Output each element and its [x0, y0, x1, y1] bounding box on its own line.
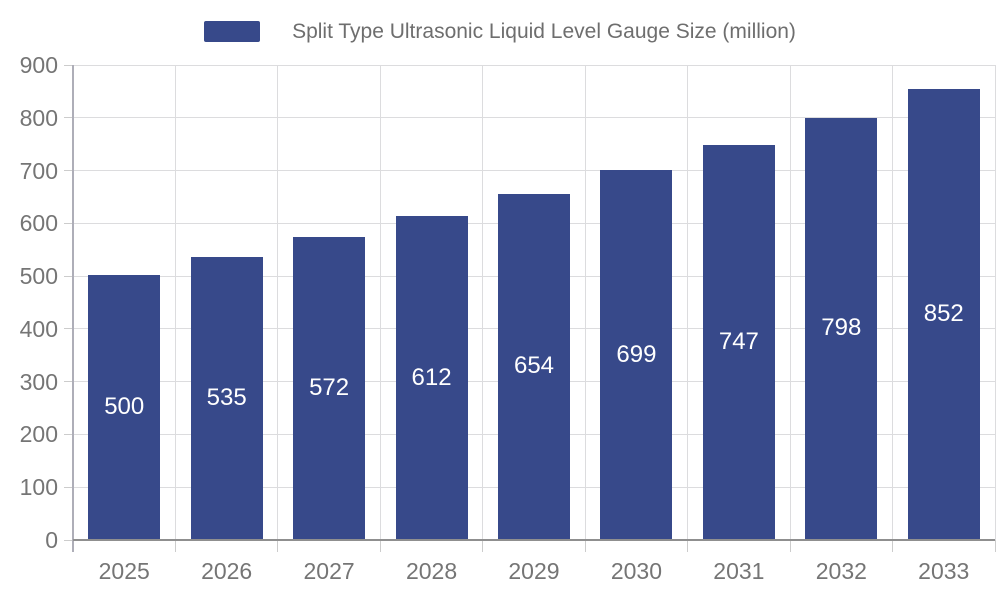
gridline-vertical	[994, 65, 996, 540]
legend-swatch	[204, 20, 261, 42]
x-axis-tick	[174, 540, 176, 552]
x-tick-label: 2031	[713, 558, 765, 584]
gridline-vertical	[892, 65, 894, 540]
gridline-vertical	[379, 65, 381, 540]
y-axis-tick	[64, 222, 73, 224]
y-tick-label: 0	[45, 527, 58, 553]
legend-item[interactable]: Split Type Ultrasonic Liquid Level Gauge…	[0, 14, 1000, 48]
x-axis-tick	[789, 540, 791, 552]
x-axis-tick	[482, 540, 484, 552]
bar-value-label: 500	[104, 393, 145, 421]
y-tick-label: 300	[19, 368, 58, 395]
bar-value-label: 798	[821, 314, 862, 342]
bar-value-label: 535	[206, 383, 247, 411]
gridline-horizontal	[73, 170, 995, 172]
y-tick-label: 500	[19, 263, 58, 290]
bar-value-label: 699	[616, 340, 657, 368]
x-tick-label: 2030	[610, 558, 663, 584]
bar[interactable]: 699	[600, 170, 673, 539]
y-axis-tick	[64, 275, 73, 277]
gridline-vertical	[687, 65, 689, 540]
gridline-horizontal	[73, 117, 995, 119]
y-tick-label: 100	[19, 474, 58, 501]
gridline-vertical	[789, 65, 791, 540]
x-tick-label: 2029	[508, 558, 560, 584]
x-axis-tick	[379, 540, 381, 552]
y-axis-tick	[64, 381, 73, 383]
y-tick-label: 900	[19, 52, 58, 78]
y-axis-tick	[64, 486, 73, 488]
y-axis-line	[72, 65, 74, 552]
bar-value-label: 654	[513, 352, 555, 380]
y-tick-label: 600	[19, 210, 58, 237]
x-axis-tick	[892, 540, 894, 552]
y-axis-tick	[64, 539, 73, 541]
x-tick-label: 2032	[815, 558, 867, 584]
gridline-vertical	[482, 65, 484, 540]
bar[interactable]: 612	[395, 216, 468, 539]
y-axis-tick	[64, 64, 73, 66]
y-tick-label: 400	[19, 315, 58, 342]
bar-value-label: 747	[718, 327, 759, 355]
legend-label: Split Type Ultrasonic Liquid Level Gauge…	[292, 19, 796, 43]
bar[interactable]: 798	[805, 117, 878, 539]
bar[interactable]: 572	[293, 237, 366, 539]
x-tick-label: 2028	[405, 558, 458, 584]
x-axis-tick	[687, 540, 689, 552]
x-tick-label: 2026	[201, 558, 253, 584]
gridline-horizontal	[73, 64, 995, 66]
y-tick-label: 700	[19, 157, 58, 184]
x-tick-label: 2027	[303, 558, 355, 584]
bar[interactable]: 654	[498, 193, 570, 539]
bar-value-label: 572	[309, 374, 350, 402]
y-axis-tick	[64, 170, 73, 172]
gridline-vertical	[174, 65, 176, 540]
bar[interactable]: 852	[907, 89, 980, 539]
bar-value-label: 852	[923, 300, 964, 328]
x-tick-label: 2025	[98, 558, 150, 584]
gridline-vertical	[584, 65, 586, 540]
x-axis-line	[73, 539, 995, 541]
gridline-vertical	[277, 65, 279, 540]
y-axis-tick	[64, 117, 73, 119]
y-tick-label: 200	[19, 421, 58, 448]
x-axis-tick	[277, 540, 279, 552]
bar[interactable]: 535	[190, 256, 263, 539]
y-axis-tick	[64, 433, 73, 435]
x-tick-label: 2033	[918, 558, 970, 584]
x-axis-tick	[994, 540, 996, 552]
x-axis-tick	[584, 540, 586, 552]
bar-value-label: 612	[411, 363, 452, 391]
bar[interactable]: 500	[88, 275, 161, 539]
y-tick-label: 800	[19, 104, 58, 131]
bar[interactable]: 747	[702, 144, 775, 539]
y-axis-tick	[64, 328, 73, 330]
